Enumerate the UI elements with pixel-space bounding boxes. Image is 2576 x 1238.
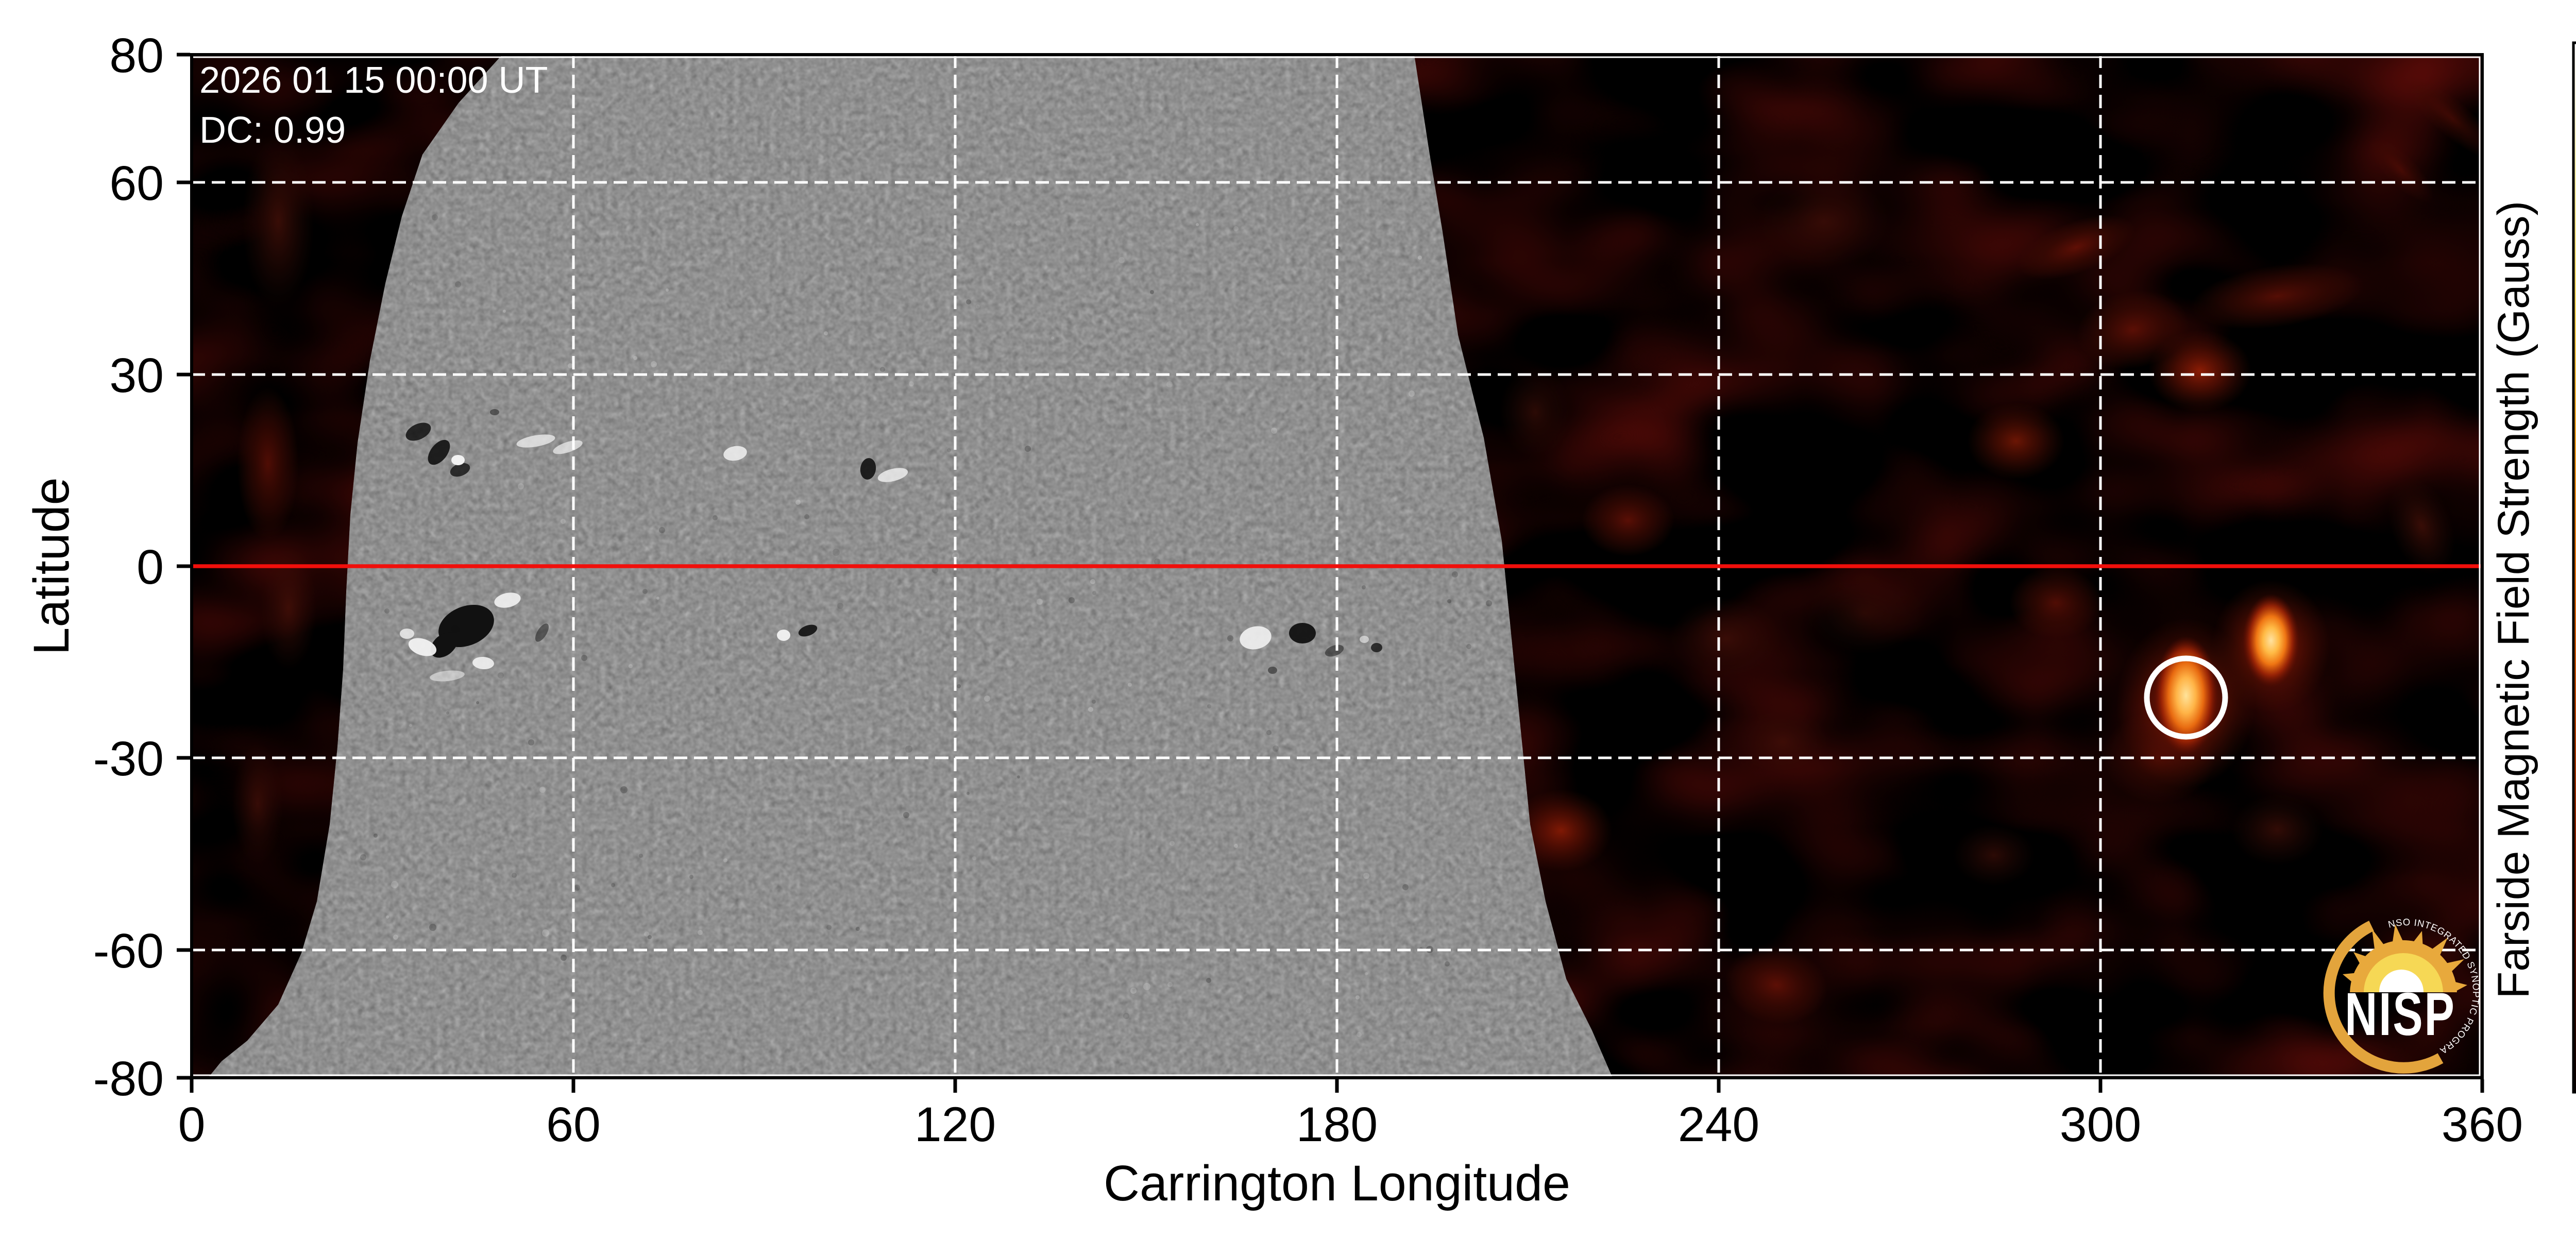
svg-text:Carrington Longitude: Carrington Longitude	[1104, 1155, 1570, 1211]
svg-text:NISP: NISP	[2345, 980, 2456, 1048]
svg-text:240: 240	[1678, 1097, 1760, 1152]
svg-text:60: 60	[109, 156, 164, 211]
svg-text:0: 0	[178, 1097, 206, 1152]
svg-text:60: 60	[546, 1097, 601, 1152]
svg-text:DC: 0.99: DC: 0.99	[199, 110, 346, 151]
svg-text:Latitude: Latitude	[23, 477, 79, 655]
svg-text:0: 0	[137, 540, 164, 595]
svg-text:-30: -30	[93, 732, 164, 786]
svg-text:300: 300	[2060, 1097, 2142, 1152]
svg-text:120: 120	[914, 1097, 996, 1152]
svg-text:2026 01 15 00:00 UT: 2026 01 15 00:00 UT	[199, 60, 548, 101]
svg-text:180: 180	[1296, 1097, 1378, 1152]
svg-text:Farside Magnetic Field Strengt: Farside Magnetic Field Strength (Gauss)	[2489, 201, 2538, 999]
svg-text:-80: -80	[93, 1052, 164, 1106]
svg-text:-60: -60	[93, 924, 164, 978]
svg-text:30: 30	[109, 348, 164, 403]
svg-text:360: 360	[2442, 1097, 2523, 1152]
svg-text:80: 80	[109, 28, 164, 83]
